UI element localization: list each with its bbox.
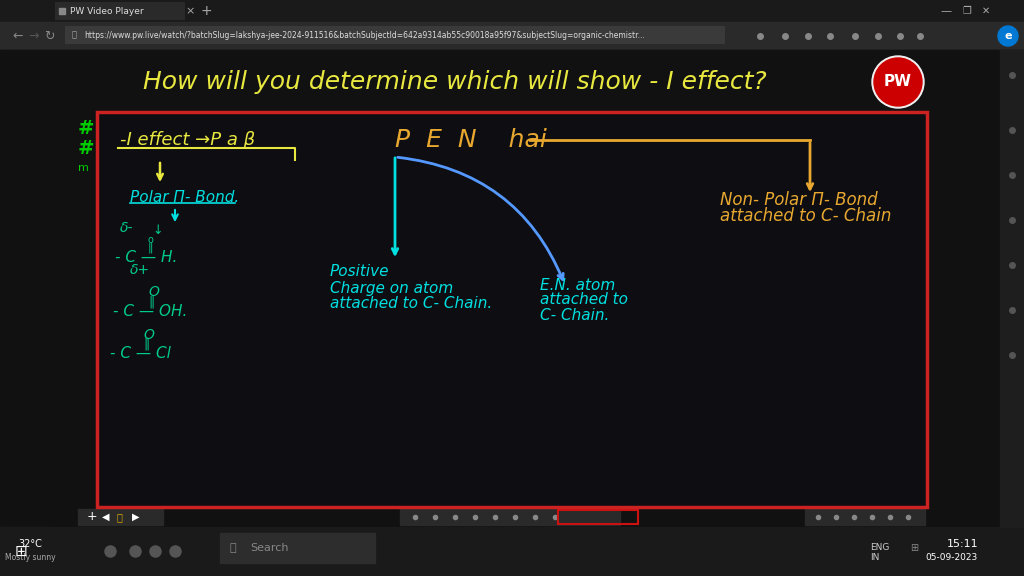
Bar (0, 527, 50, 576)
Text: attached to: attached to (540, 293, 628, 308)
Text: 🔍: 🔍 (230, 543, 237, 553)
Bar (0, 50, 1024, 526)
Text: 🔒: 🔒 (72, 31, 77, 40)
Text: - C — Cl: - C — Cl (110, 347, 171, 362)
Text: PW: PW (884, 74, 912, 89)
Text: ENG: ENG (870, 544, 890, 552)
Text: - C — H.: - C — H. (115, 251, 177, 266)
Bar (65, 26, 725, 44)
Text: δ+: δ+ (130, 263, 151, 277)
Bar (0, 0, 1024, 22)
Text: Mostly sunny: Mostly sunny (5, 552, 55, 562)
Bar (97, 112, 927, 507)
Text: How will you determine which will show - I effect?: How will you determine which will show -… (143, 70, 767, 94)
Text: - C — OH.: - C — OH. (113, 305, 187, 320)
Text: Positive: Positive (330, 264, 389, 279)
Text: E.N. atom: E.N. atom (540, 278, 615, 293)
Text: PW Video Player: PW Video Player (70, 6, 143, 16)
Text: →: → (28, 29, 39, 43)
Text: P  E  N    hai: P E N hai (395, 128, 547, 152)
Bar (0, 527, 1024, 576)
Text: attached to C- Chain: attached to C- Chain (720, 207, 891, 225)
Text: ▶: ▶ (132, 512, 139, 522)
Text: C- Chain.: C- Chain. (540, 308, 609, 323)
Text: δ-: δ- (120, 221, 133, 235)
Bar (0, 22, 1024, 50)
Bar (400, 509, 620, 525)
Text: Polar Π- Bond.: Polar Π- Bond. (130, 191, 240, 206)
Bar (1000, 50, 1024, 527)
Text: Charge on atom: Charge on atom (330, 281, 454, 295)
Text: ‖: ‖ (148, 242, 154, 253)
Text: -I effect →P a β: -I effect →P a β (120, 131, 255, 149)
Bar (0, 50, 1024, 112)
Text: ⊞: ⊞ (910, 543, 919, 553)
Text: +: + (200, 4, 212, 18)
Bar (97, 112, 927, 507)
Text: ⏺: ⏺ (117, 512, 123, 522)
Text: 05-09-2023: 05-09-2023 (926, 552, 978, 562)
Text: ‖: ‖ (148, 295, 155, 309)
Text: o: o (148, 235, 154, 245)
Text: ⊞: ⊞ (15, 544, 28, 559)
Text: IN: IN (870, 554, 880, 563)
Bar (805, 509, 925, 525)
Bar (220, 533, 375, 563)
Text: 15:11: 15:11 (946, 539, 978, 549)
Text: https://www.pw.live/watch/?batchSlug=lakshya-jee-2024-911516&batchSubjectId=642a: https://www.pw.live/watch/?batchSlug=lak… (84, 31, 645, 40)
Text: ↻: ↻ (44, 29, 54, 43)
Text: ×: × (185, 6, 195, 16)
Text: O: O (148, 285, 159, 299)
Circle shape (872, 56, 924, 108)
Text: +: + (87, 510, 97, 524)
Text: #: # (78, 119, 94, 138)
Text: ✕: ✕ (982, 6, 990, 16)
Text: Search: Search (250, 543, 289, 553)
Text: #: # (78, 138, 94, 157)
Text: ❐: ❐ (962, 6, 971, 16)
Bar (558, 510, 638, 524)
Bar (78, 509, 163, 525)
Text: —: — (940, 6, 951, 16)
Text: ◀: ◀ (102, 512, 110, 522)
Text: O: O (143, 328, 154, 342)
Text: ←: ← (12, 29, 23, 43)
Circle shape (998, 26, 1018, 46)
Bar (55, 2, 185, 20)
Text: ‖: ‖ (143, 338, 150, 351)
Text: ↓: ↓ (152, 223, 163, 237)
Text: attached to C- Chain.: attached to C- Chain. (330, 297, 493, 312)
Circle shape (874, 58, 922, 106)
Text: e: e (1005, 31, 1012, 41)
Text: Non- Polar Π- Bond: Non- Polar Π- Bond (720, 191, 878, 209)
Text: 32°C: 32°C (18, 539, 42, 549)
Text: m: m (78, 163, 89, 173)
Bar (0, 507, 1024, 527)
